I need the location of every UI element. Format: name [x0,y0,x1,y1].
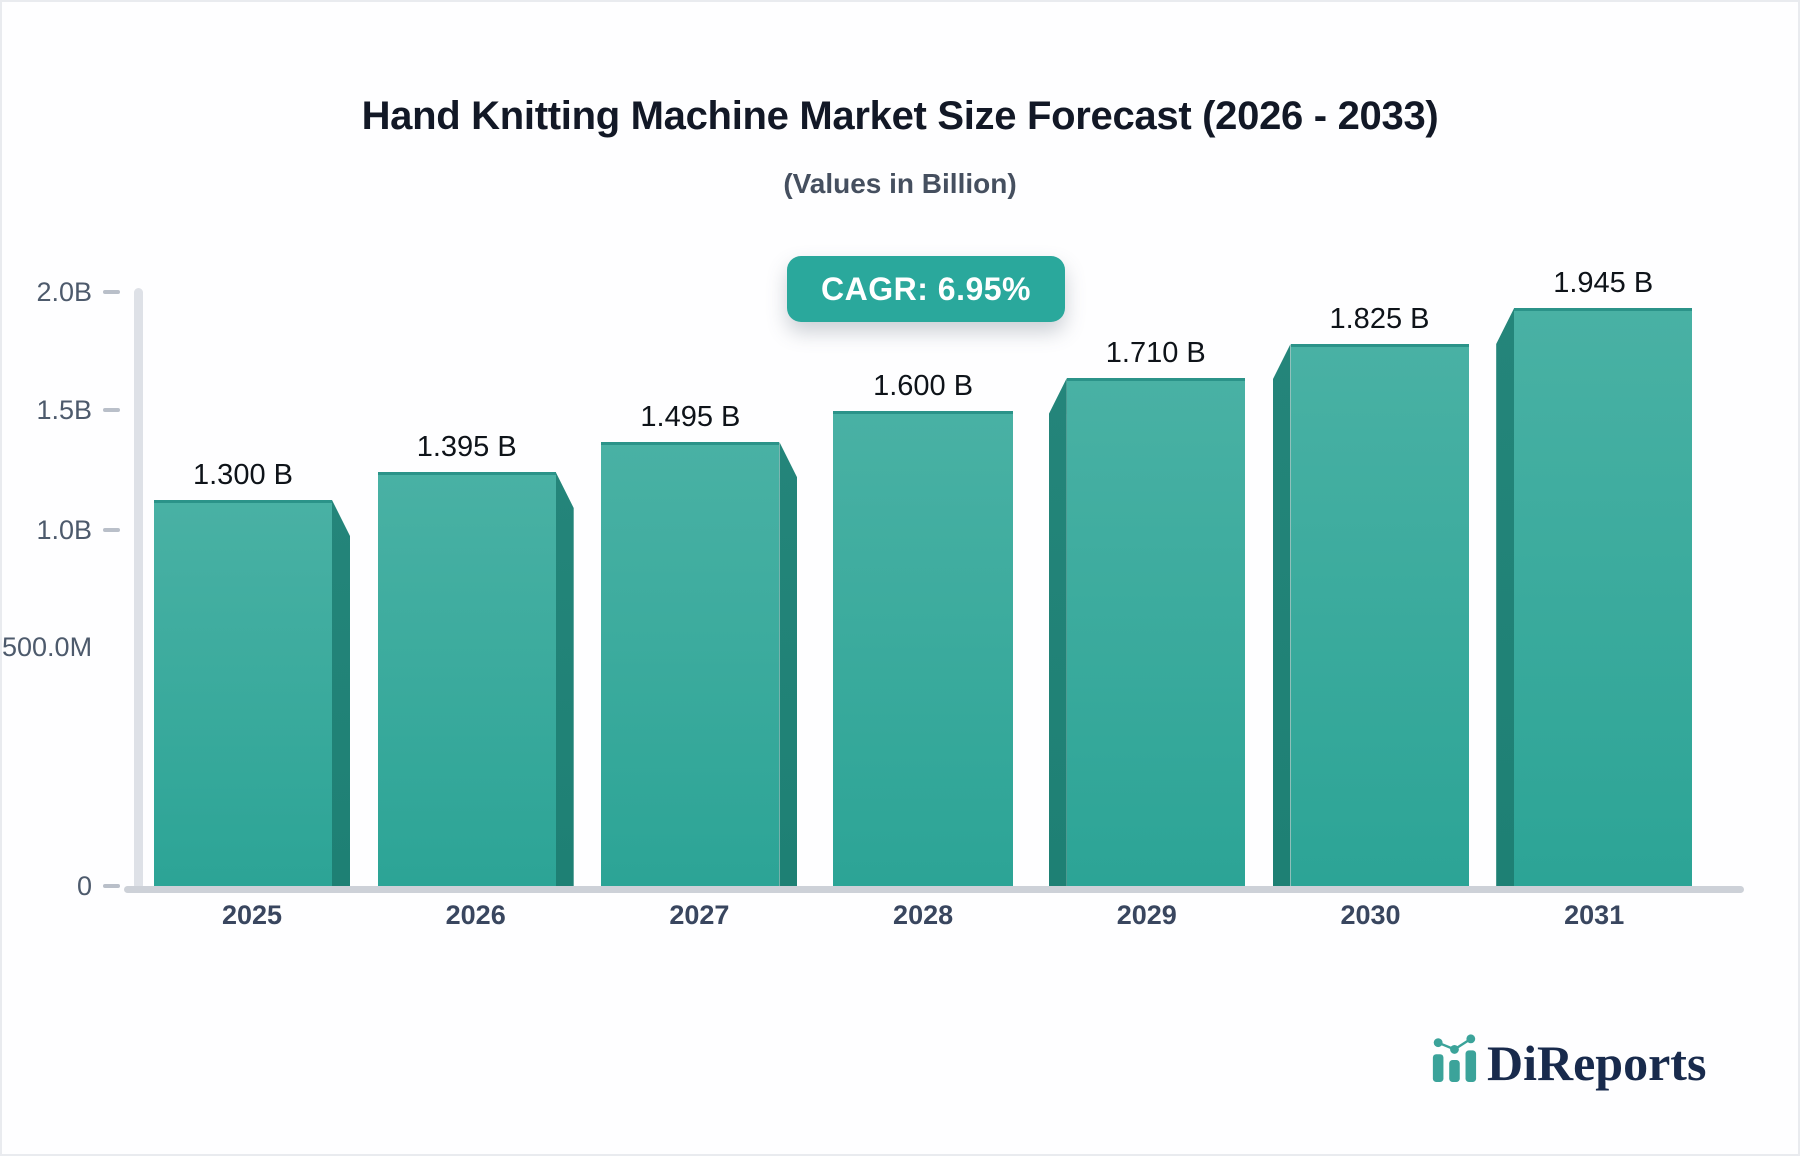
bar-face [1514,308,1693,886]
bar-face [377,472,556,886]
bar-2025: 1.300 B [154,459,350,886]
logo-text: DiReports [1487,1035,1707,1091]
bar-side-panel [555,472,574,886]
x-axis-label-2025: 2025 [221,900,283,930]
cagr-badge-label: CAGR: 6.95% [821,270,1031,307]
x-axis-labels: 2025 2026 2027 2028 2029 2030 2031 [138,900,1748,940]
bar-face [1290,344,1469,886]
y-tick-dash [103,528,120,532]
chart-title: Hand Knitting Machine Market Size Foreca… [361,94,1439,138]
x-axis-baseline [124,886,1744,893]
bar-value-label: 1.395 B [416,431,517,463]
bar-value-label: 1.300 B [193,459,293,491]
x-axis-label-2028: 2028 [893,900,954,930]
bar-side-panel [1048,378,1067,886]
y-tick-label-500.0M: 500.0M [2,632,93,662]
y-axis-ticks: 2.0B 1.5B 1.0B 500.0M 0 [2,277,138,901]
bar-2030: 1.825 B [1272,303,1469,886]
y-tick-dash [103,408,120,412]
bar-2028: 1.600 B [825,370,1021,886]
bar-face [1066,378,1245,886]
bar-face [154,500,332,886]
x-axis-label-2031: 2031 [1564,900,1625,930]
x-axis-label-2029: 2029 [1116,900,1177,930]
bar-chart-logo-icon [1432,1034,1477,1083]
bar-2026: 1.395 B [377,431,574,886]
bar-value-label: 1.945 B [1553,267,1654,299]
chart-subtitle: (Values in Billion) [783,168,1017,199]
bar-2031: 1.945 B [1496,267,1693,886]
bar-side-panel [332,500,350,886]
y-tick-label-1.0B: 1.0B [36,515,92,545]
x-axis-label-2030: 2030 [1340,900,1401,930]
bar-value-label: 1.600 B [873,370,974,402]
y-tick-label-1.5B: 1.5B [36,395,92,425]
y-tick-dash [103,884,120,888]
bar-face [833,411,1014,886]
bar-value-label: 1.710 B [1105,337,1206,369]
bar-side-panel [1496,308,1515,886]
plot-area: 1.300 B 1.395 B 1.495 B 1.600 B 1.710 B 1.825… [138,267,1748,886]
x-axis-label-2026: 2026 [445,900,506,930]
bar-face [601,442,780,886]
bar-side-panel [779,442,798,886]
y-tick-label-0: 0 [76,871,92,901]
bar-2029: 1.710 B [1048,337,1245,886]
cagr-badge: CAGR: 6.95% [787,256,1065,322]
direports-logo: DiReports [1430,1032,1707,1091]
bar-side-panel [1272,344,1291,886]
y-tick-label-2.0B: 2.0B [36,277,92,307]
bar-value-label: 1.495 B [640,401,741,433]
y-tick-dash [103,290,120,294]
x-axis-label-2027: 2027 [669,900,730,930]
bar-2027: 1.495 B [601,401,798,886]
bar-value-label: 1.825 B [1329,303,1430,335]
y-axis-line [134,288,143,890]
